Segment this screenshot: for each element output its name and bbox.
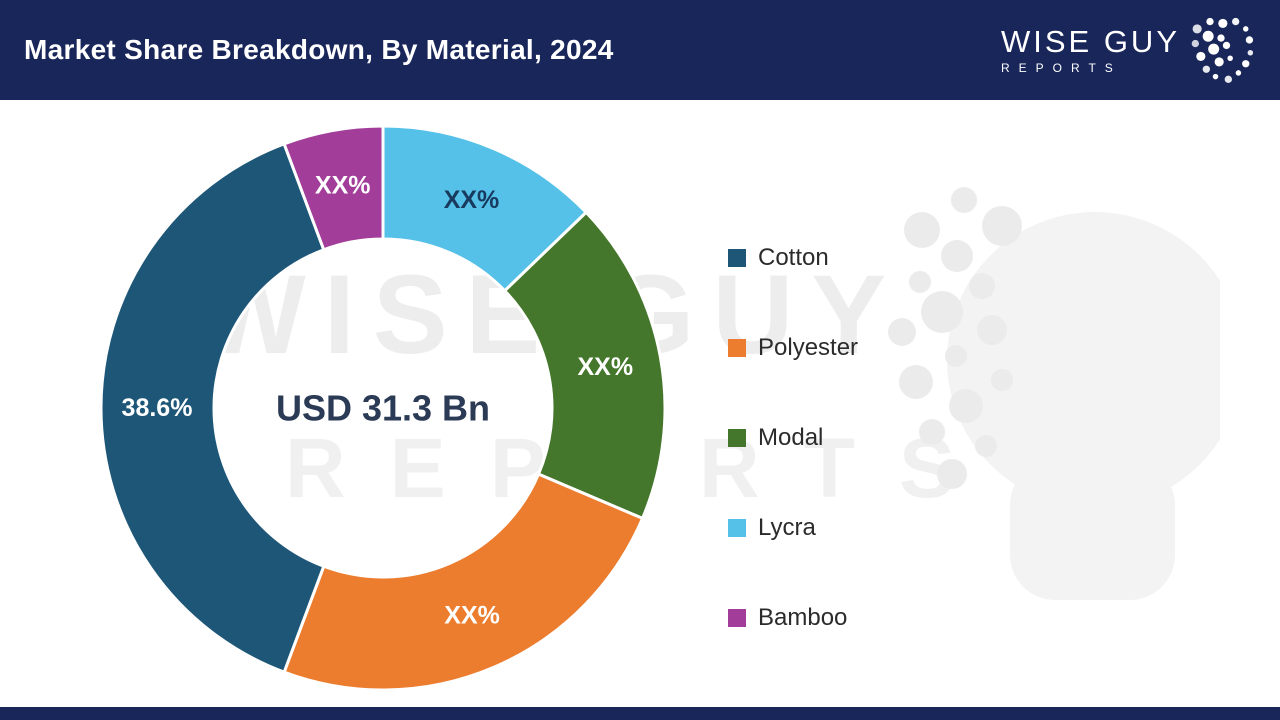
donut-segment-cotton: [99, 141, 326, 675]
legend-item-bamboo: Bamboo: [728, 604, 858, 631]
brand-logo: WISE GUY REPORTS: [1001, 12, 1254, 88]
watermark-head-dots-graphic: [888, 187, 1220, 600]
legend-label-cotton: Cotton: [758, 244, 829, 271]
logo-text: WISE GUY REPORTS: [1001, 26, 1180, 75]
logo-face-dots-icon: [1191, 17, 1254, 83]
page-title: Market Share Breakdown, By Material, 202…: [24, 34, 614, 65]
donut-chart: XX% XX% XX% 38.6% XX% USD 31.3 Bn: [99, 124, 667, 692]
legend-item-cotton: Cotton: [728, 244, 858, 271]
logo-wordmark: WISE GUY: [1000, 23, 1180, 59]
legend-swatch-bamboo: [728, 609, 746, 627]
donut-center-label: USD 31.3 Bn: [276, 388, 490, 429]
segment-percent-label-lycra: XX%: [444, 186, 500, 214]
legend-item-modal: Modal: [728, 424, 858, 451]
legend: Cotton Polyester Modal Lycra Bamboo: [728, 244, 859, 631]
donut-segment-polyester: [282, 472, 645, 692]
legend-label-bamboo: Bamboo: [758, 604, 848, 631]
legend-swatch-cotton: [728, 249, 746, 267]
segment-percent-label-cotton: 38.6%: [122, 394, 193, 422]
legend-item-polyester: Polyester: [728, 334, 859, 361]
legend-label-modal: Modal: [758, 424, 824, 451]
legend-label-lycra: Lycra: [758, 514, 816, 541]
donut-segment-modal: [502, 210, 667, 521]
logo-subtitle: REPORTS: [1000, 60, 1122, 75]
legend-swatch-polyester: [728, 339, 746, 357]
footer-bar: [0, 707, 1280, 720]
legend-swatch-lycra: [728, 519, 746, 537]
legend-label-polyester: Polyester: [758, 334, 859, 361]
chart-area: WISE GUY REPORTS XX%XX%XX%38.6%XX%USD 31…: [0, 100, 1280, 707]
donut-segment-bamboo: [282, 124, 385, 252]
segment-percent-label-modal: XX%: [578, 353, 634, 381]
legend-item-lycra: Lycra: [728, 514, 858, 541]
legend-swatch-modal: [728, 429, 746, 447]
segment-percent-label-bamboo: XX%: [315, 172, 371, 200]
segment-percent-label-polyester: XX%: [444, 602, 500, 630]
header: Market Share Breakdown, By Material, 202…: [0, 0, 1280, 100]
